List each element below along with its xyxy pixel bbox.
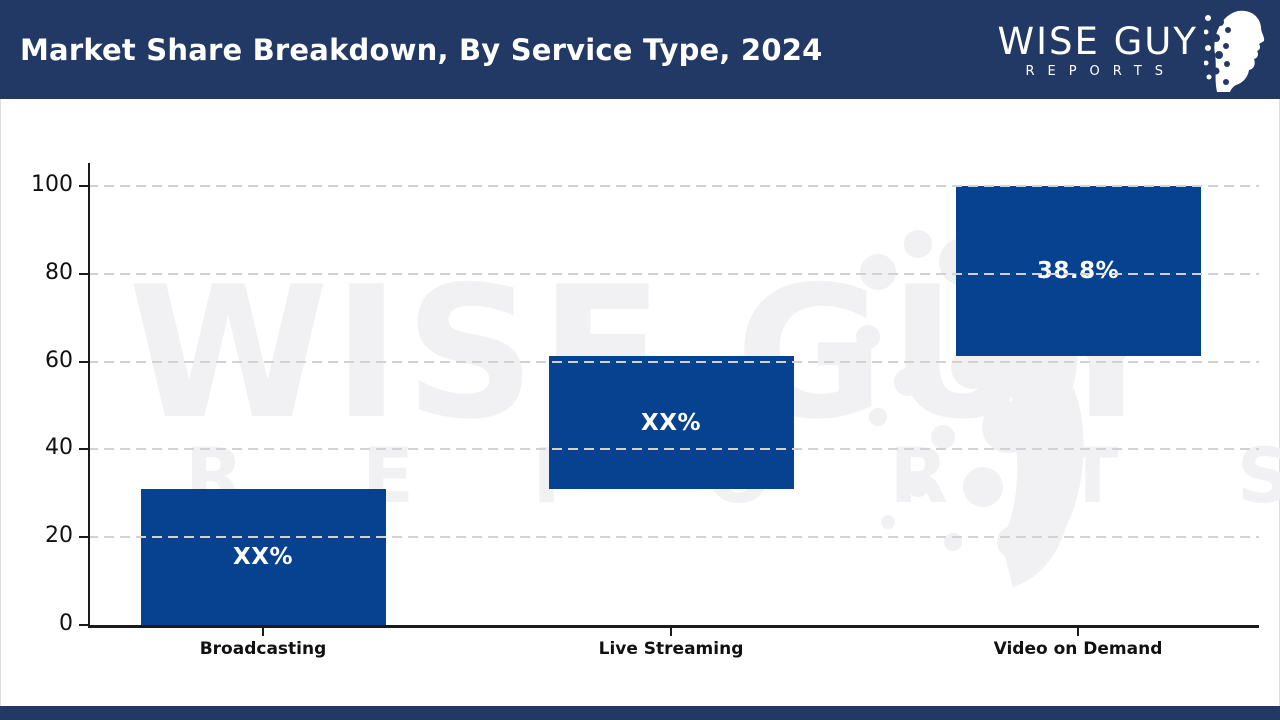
bar-broadcasting: XX% (140, 488, 386, 625)
bar-video-on-demand: 38.8% (955, 186, 1201, 357)
gridline-80 (88, 272, 1259, 275)
gridline-60 (88, 360, 1259, 363)
x-category-label-0: Broadcasting (199, 639, 327, 659)
x-category-label-2: Video on Demand (993, 639, 1163, 659)
y-tick-label-20: 20 (45, 523, 73, 549)
bar-value-label: XX% (232, 543, 293, 570)
bar-value-label: XX% (640, 409, 701, 436)
brand-subtitle: REPORTS (1025, 64, 1177, 79)
bar-live-streaming: XX% (548, 356, 794, 489)
brand-logo: WISE GUY REPORTS (998, 6, 1266, 94)
y-tick-mark-100 (79, 185, 88, 187)
y-tick-label-40: 40 (45, 435, 73, 461)
gridline-20 (88, 536, 1259, 539)
gridline-100 (88, 185, 1259, 187)
chart-title: Market Share Breakdown, By Service Type,… (20, 32, 823, 67)
x-tick-mark-1 (670, 628, 672, 636)
gridline-40 (88, 448, 1259, 451)
y-axis-line (88, 163, 90, 628)
footer-accent-bar (0, 706, 1280, 720)
y-tick-mark-80 (79, 272, 88, 275)
y-tick-label-0: 0 (59, 611, 73, 636)
bar-value-label: 38.8% (1036, 258, 1120, 285)
brand-logo-text: WISE GUY REPORTS (998, 20, 1198, 79)
y-tick-mark-40 (79, 448, 88, 451)
y-tick-label-60: 60 (45, 347, 73, 373)
x-tick-mark-0 (262, 628, 264, 636)
x-axis-line (88, 625, 1259, 628)
brand-name: WISE GUY (997, 20, 1198, 63)
x-tick-mark-2 (1077, 628, 1079, 636)
face-profile-logo-icon (1204, 10, 1265, 92)
y-tick-mark-60 (79, 360, 88, 363)
y-tick-label-80: 80 (45, 259, 73, 285)
y-tick-label-100: 100 (31, 172, 73, 197)
header-bar: Market Share Breakdown, By Service Type,… (0, 0, 1280, 99)
y-tick-mark-0 (79, 624, 88, 626)
x-category-label-1: Live Streaming (598, 639, 744, 659)
y-tick-mark-20 (79, 536, 88, 539)
